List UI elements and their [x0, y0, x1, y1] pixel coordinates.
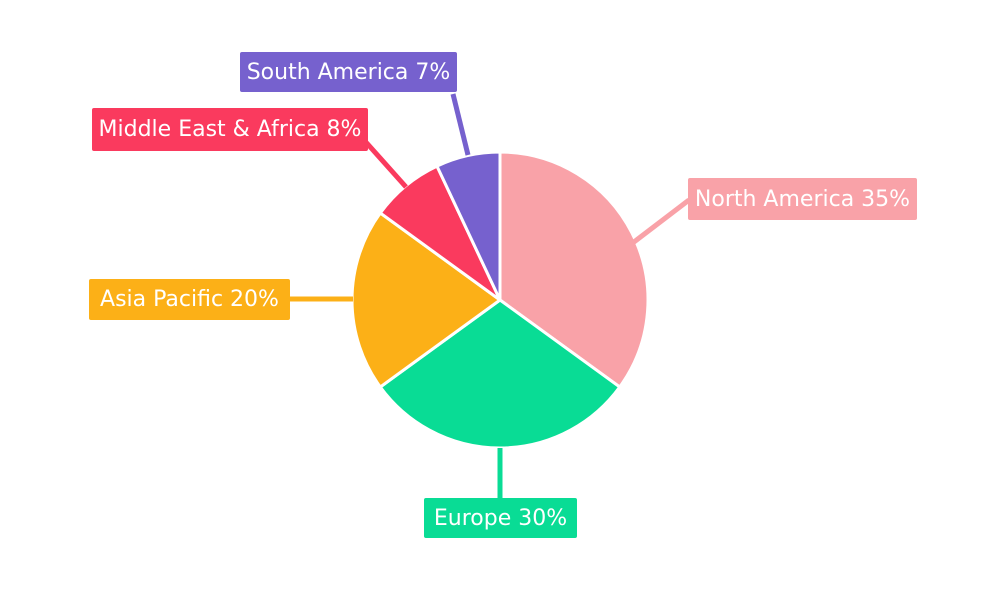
- pie-slice-europe[interactable]: [378, 298, 622, 450]
- pie-label-middle-east-africa[interactable]: Middle East & Africa 8%: [92, 108, 368, 151]
- pie-label-text: South America 7%: [246, 59, 451, 85]
- leader-line-south-america: [450, 93, 471, 156]
- pie-label-asia-pacific[interactable]: Asia Pacific 20%: [89, 279, 290, 320]
- leader-line-north-america: [628, 198, 691, 247]
- leader-line-middle-east-africa: [362, 138, 408, 189]
- pie-label-text: Middle East & Africa 8%: [98, 117, 362, 142]
- pie-label-north-america[interactable]: North America 35%: [688, 178, 917, 220]
- pie-slice-north-america[interactable]: [498, 150, 650, 389]
- pie-slice-south-america[interactable]: [435, 150, 502, 302]
- pie-label-text: Europe 30%: [433, 505, 568, 531]
- pie-label-text: North America 35%: [694, 186, 911, 212]
- pie-label-text: Asia Pacific 20%: [100, 287, 279, 312]
- pie-label-south-america[interactable]: South America 7%: [240, 52, 457, 92]
- pie-label-europe[interactable]: Europe 30%: [424, 498, 577, 538]
